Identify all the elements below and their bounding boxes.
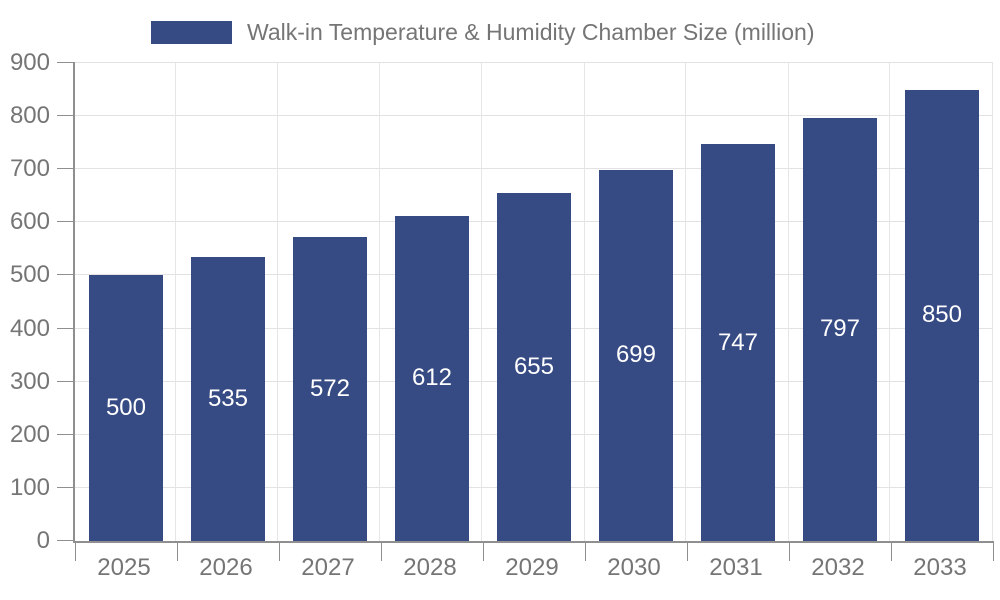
bar-value-label: 535	[207, 384, 248, 412]
y-axis-tick	[57, 540, 75, 541]
y-tick-label: 100	[9, 473, 50, 501]
gridline-vertical	[685, 63, 687, 541]
gridline-vertical	[277, 63, 279, 541]
x-tick-label: 2028	[403, 554, 457, 581]
bar: 612	[394, 215, 470, 541]
y-tick-label: 800	[9, 102, 50, 130]
gridline-vertical	[991, 63, 993, 541]
bar: 500	[88, 275, 164, 541]
bar: 747	[700, 144, 776, 541]
y-tick-label: 300	[9, 367, 50, 395]
bar: 699	[598, 169, 674, 541]
y-axis-tick	[57, 221, 75, 223]
y-tick-label: 700	[9, 155, 50, 183]
x-axis-tick	[177, 541, 178, 561]
y-axis-tick	[57, 115, 75, 117]
x-axis-tick	[789, 541, 790, 561]
bar: 572	[292, 237, 368, 541]
y-axis-tick	[57, 168, 75, 170]
legend-item[interactable]: Walk-in Temperature & Humidity Chamber S…	[151, 12, 815, 52]
bar-value-label: 699	[615, 341, 656, 369]
bar-value-label: 747	[717, 328, 758, 356]
bar: 655	[496, 193, 572, 541]
gridline-vertical	[889, 63, 891, 541]
bar-value-label: 500	[105, 394, 146, 422]
bar-value-label: 655	[513, 353, 554, 381]
y-tick-label: 400	[9, 314, 50, 342]
y-tick-label: 0	[36, 527, 50, 554]
x-tick-label: 2026	[199, 554, 253, 581]
gridline-vertical	[175, 63, 177, 541]
x-axis-tick	[380, 541, 382, 561]
gridline-horizontal	[75, 115, 993, 117]
gridline-vertical	[481, 63, 483, 541]
gridline-vertical	[379, 63, 381, 541]
bar-value-label: 572	[309, 375, 350, 403]
x-axis-tick	[279, 541, 280, 561]
x-tick-label: 2032	[811, 554, 865, 581]
y-axis-tick	[57, 274, 75, 276]
x-tick-label: 2027	[301, 554, 355, 581]
gridline-vertical	[583, 63, 585, 541]
x-axis-tick	[993, 541, 994, 561]
y-axis-labels: 0 100 200 300 400 500 600 700 800 900	[0, 51, 50, 553]
x-axis-tick	[75, 541, 76, 561]
y-tick-label: 900	[9, 49, 50, 76]
bar: 535	[190, 256, 266, 541]
y-tick-label: 200	[9, 420, 50, 448]
x-tick-label: 2033	[913, 554, 967, 581]
y-axis-tick	[57, 62, 75, 63]
legend-label: Walk-in Temperature & Humidity Chamber S…	[247, 18, 815, 45]
x-tick-label: 2029	[505, 554, 559, 581]
plot-area: 500 535 572 612 655 699 747 797 850	[57, 62, 994, 561]
bar-value-label: 850	[921, 301, 962, 329]
gridline-horizontal	[75, 168, 993, 170]
x-axis-tick	[891, 541, 892, 561]
y-axis-tick	[57, 327, 75, 329]
y-tick-label: 600	[9, 208, 50, 236]
y-axis-tick	[57, 486, 75, 488]
bar: 797	[802, 117, 878, 541]
x-axis-tick	[686, 541, 688, 561]
x-tick-label: 2030	[607, 554, 661, 581]
gridline-vertical	[787, 63, 789, 541]
y-axis-tick	[57, 380, 75, 382]
y-axis-tick	[57, 433, 75, 435]
x-axis-tick	[585, 541, 586, 561]
x-tick-label: 2025	[97, 554, 151, 581]
bar: 850	[904, 89, 980, 541]
gridline-horizontal	[75, 62, 993, 63]
y-tick-label: 500	[9, 261, 50, 289]
legend-swatch	[151, 20, 232, 44]
x-axis-tick	[483, 541, 484, 561]
bar-value-label: 797	[819, 315, 860, 343]
x-tick-label: 2031	[709, 554, 763, 581]
bar-value-label: 612	[411, 364, 452, 392]
x-axis-labels: 2025 2026 2027 2028 2029 2030 2031 2032 2033	[73, 556, 991, 590]
